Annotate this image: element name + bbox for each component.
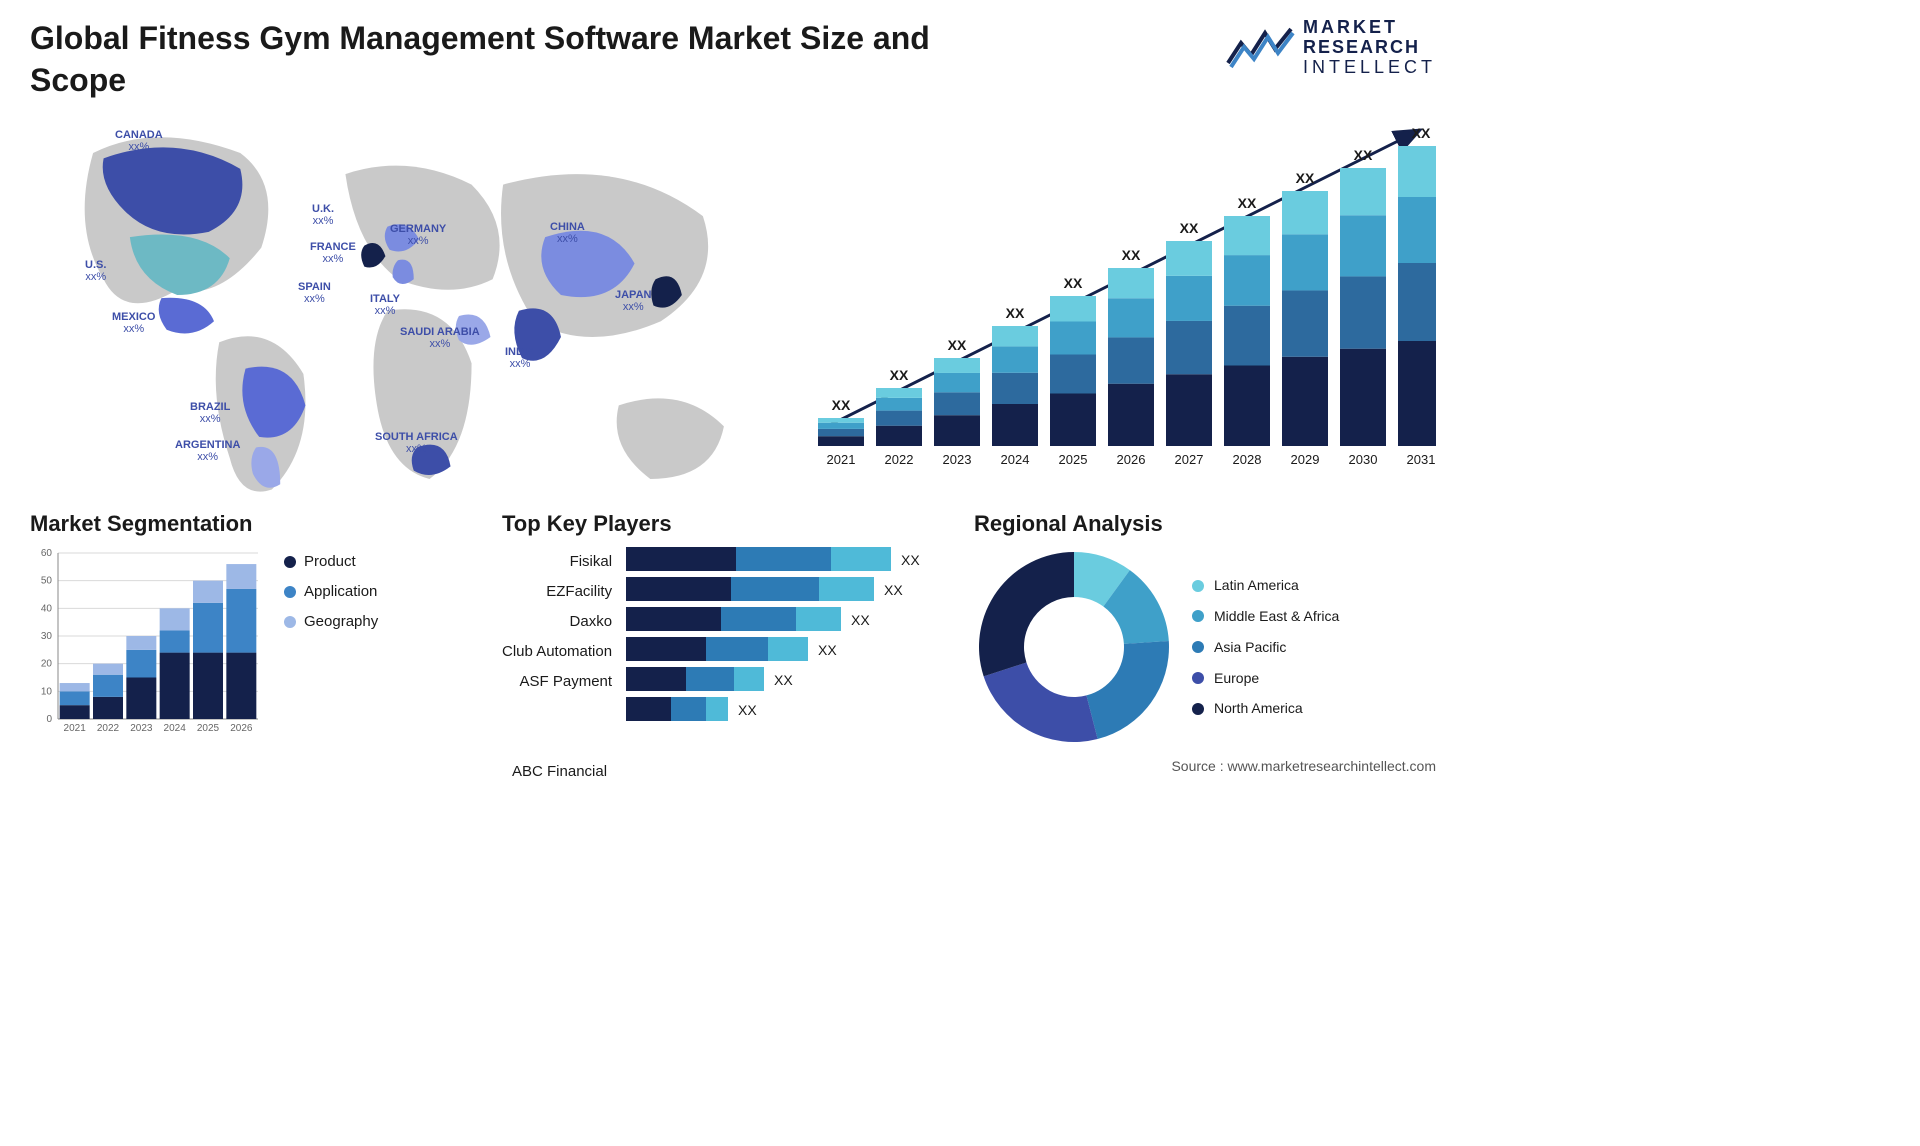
svg-text:2029: 2029 (1291, 452, 1320, 467)
regional-legend-item: Asia Pacific (1192, 632, 1339, 663)
map-label-southafrica: SOUTH AFRICAxx% (375, 431, 458, 455)
players-lastlabel: ABC Financial (512, 763, 964, 780)
page-title: Global Fitness Gym Management Software M… (30, 18, 1030, 101)
map-label-us: U.S.xx% (85, 259, 106, 283)
svg-text:XX: XX (1122, 247, 1141, 263)
svg-text:30: 30 (41, 631, 53, 642)
svg-text:2028: 2028 (1233, 452, 1262, 467)
svg-text:10: 10 (41, 687, 53, 698)
svg-text:50: 50 (41, 576, 53, 587)
svg-text:XX: XX (774, 672, 793, 688)
svg-text:2027: 2027 (1175, 452, 1204, 467)
svg-text:0: 0 (46, 714, 52, 725)
players-labels: FisikalEZFacilityDaxkoClub AutomationASF… (502, 547, 612, 757)
svg-text:XX: XX (738, 702, 757, 718)
players-chart: XX XX XX XX XX XX (626, 547, 936, 757)
seg-legend-product: Product (284, 547, 378, 577)
svg-text:XX: XX (1238, 195, 1257, 211)
map-label-argentina: ARGENTINAxx% (175, 439, 240, 463)
svg-text:2025: 2025 (1059, 452, 1088, 467)
brand-logo: MARKET RESEARCH INTELLECT (1225, 18, 1436, 77)
svg-text:2021: 2021 (64, 723, 87, 734)
regional-legend-item: Middle East & Africa (1192, 601, 1339, 632)
svg-text:20: 20 (41, 659, 53, 670)
svg-text:XX: XX (1296, 170, 1315, 186)
svg-text:2022: 2022 (97, 723, 120, 734)
segmentation-chart: 0 10 20 30 40 50 60 2021 2022 2023 2024 2025 2026 (30, 547, 270, 737)
svg-text:2031: 2031 (1407, 452, 1436, 467)
svg-text:XX: XX (818, 642, 837, 658)
svg-text:XX: XX (901, 552, 920, 568)
regional-donut (974, 547, 1174, 747)
svg-text:2022: 2022 (885, 452, 914, 467)
world-map: CANADAxx% U.S.xx% MEXICOxx% BRAZILxx% ARGENT… (30, 111, 766, 501)
source-text: Source : www.marketresearchintellect.com (1171, 758, 1436, 774)
player-label: EZFacility (502, 577, 612, 607)
svg-text:2023: 2023 (130, 723, 153, 734)
logo-icon (1225, 25, 1295, 71)
map-label-india: INDIAxx% (505, 346, 535, 370)
map-label-france: FRANCExx% (310, 241, 356, 265)
svg-text:XX: XX (851, 612, 870, 628)
svg-text:XX: XX (948, 337, 967, 353)
map-label-canada: CANADAxx% (115, 129, 163, 153)
region-mexico (159, 298, 214, 334)
logo-line3: INTELLECT (1303, 58, 1436, 78)
player-label: Daxko (502, 607, 612, 637)
player-label (502, 697, 612, 727)
map-label-uk: U.K.xx% (312, 203, 334, 227)
svg-text:2026: 2026 (230, 723, 253, 734)
regional-legend-item: Latin America (1192, 570, 1339, 601)
regional-legend-item: North America (1192, 693, 1339, 724)
svg-text:XX: XX (1064, 275, 1083, 291)
svg-text:XX: XX (832, 397, 851, 413)
header: Global Fitness Gym Management Software M… (0, 0, 1466, 101)
regional-legend: Latin AmericaMiddle East & AfricaAsia Pa… (1192, 570, 1339, 724)
svg-text:2024: 2024 (164, 723, 187, 734)
player-label: Club Automation (502, 637, 612, 667)
segmentation-section: Market Segmentation 01020304050602021202… (30, 511, 492, 780)
segmentation-legend: ProductApplicationGeography (284, 547, 378, 637)
map-label-saudiarabia: SAUDI ARABIAxx% (400, 326, 480, 350)
svg-text:XX: XX (884, 582, 903, 598)
svg-text:60: 60 (41, 548, 53, 559)
svg-text:2025: 2025 (197, 723, 220, 734)
players-section: Top Key Players FisikalEZFacilityDaxkoCl… (502, 511, 964, 780)
logo-line1: MARKET (1303, 18, 1436, 38)
map-label-japan: JAPANxx% (615, 289, 651, 313)
regional-section: Regional Analysis Latin AmericaMiddle Ea… (974, 511, 1436, 780)
seg-legend-geography: Geography (284, 607, 378, 637)
svg-text:XX: XX (1412, 125, 1431, 141)
player-label: Fisikal (502, 547, 612, 577)
svg-text:XX: XX (1180, 220, 1199, 236)
svg-text:2021: 2021 (827, 452, 856, 467)
svg-text:2030: 2030 (1349, 452, 1378, 467)
map-label-italy: ITALYxx% (370, 293, 400, 317)
regional-title: Regional Analysis (974, 511, 1436, 537)
logo-line2: RESEARCH (1303, 38, 1436, 58)
regional-legend-item: Europe (1192, 663, 1339, 694)
svg-text:2026: 2026 (1117, 452, 1146, 467)
svg-text:2024: 2024 (1001, 452, 1030, 467)
svg-text:40: 40 (41, 604, 53, 615)
growth-chart: XX 2021 XX 2022 XX 2023 XX 2024 XX 2025 XX 2026 XX 20… (796, 111, 1436, 481)
svg-text:XX: XX (1354, 147, 1373, 163)
map-label-mexico: MEXICOxx% (112, 311, 155, 335)
player-label: ASF Payment (502, 667, 612, 697)
map-label-brazil: BRAZILxx% (190, 401, 230, 425)
svg-text:XX: XX (1006, 305, 1025, 321)
map-label-china: CHINAxx% (550, 221, 585, 245)
svg-text:XX: XX (890, 367, 909, 383)
map-label-spain: SPAINxx% (298, 281, 331, 305)
svg-text:2023: 2023 (943, 452, 972, 467)
seg-legend-application: Application (284, 577, 378, 607)
map-label-germany: GERMANYxx% (390, 223, 446, 247)
